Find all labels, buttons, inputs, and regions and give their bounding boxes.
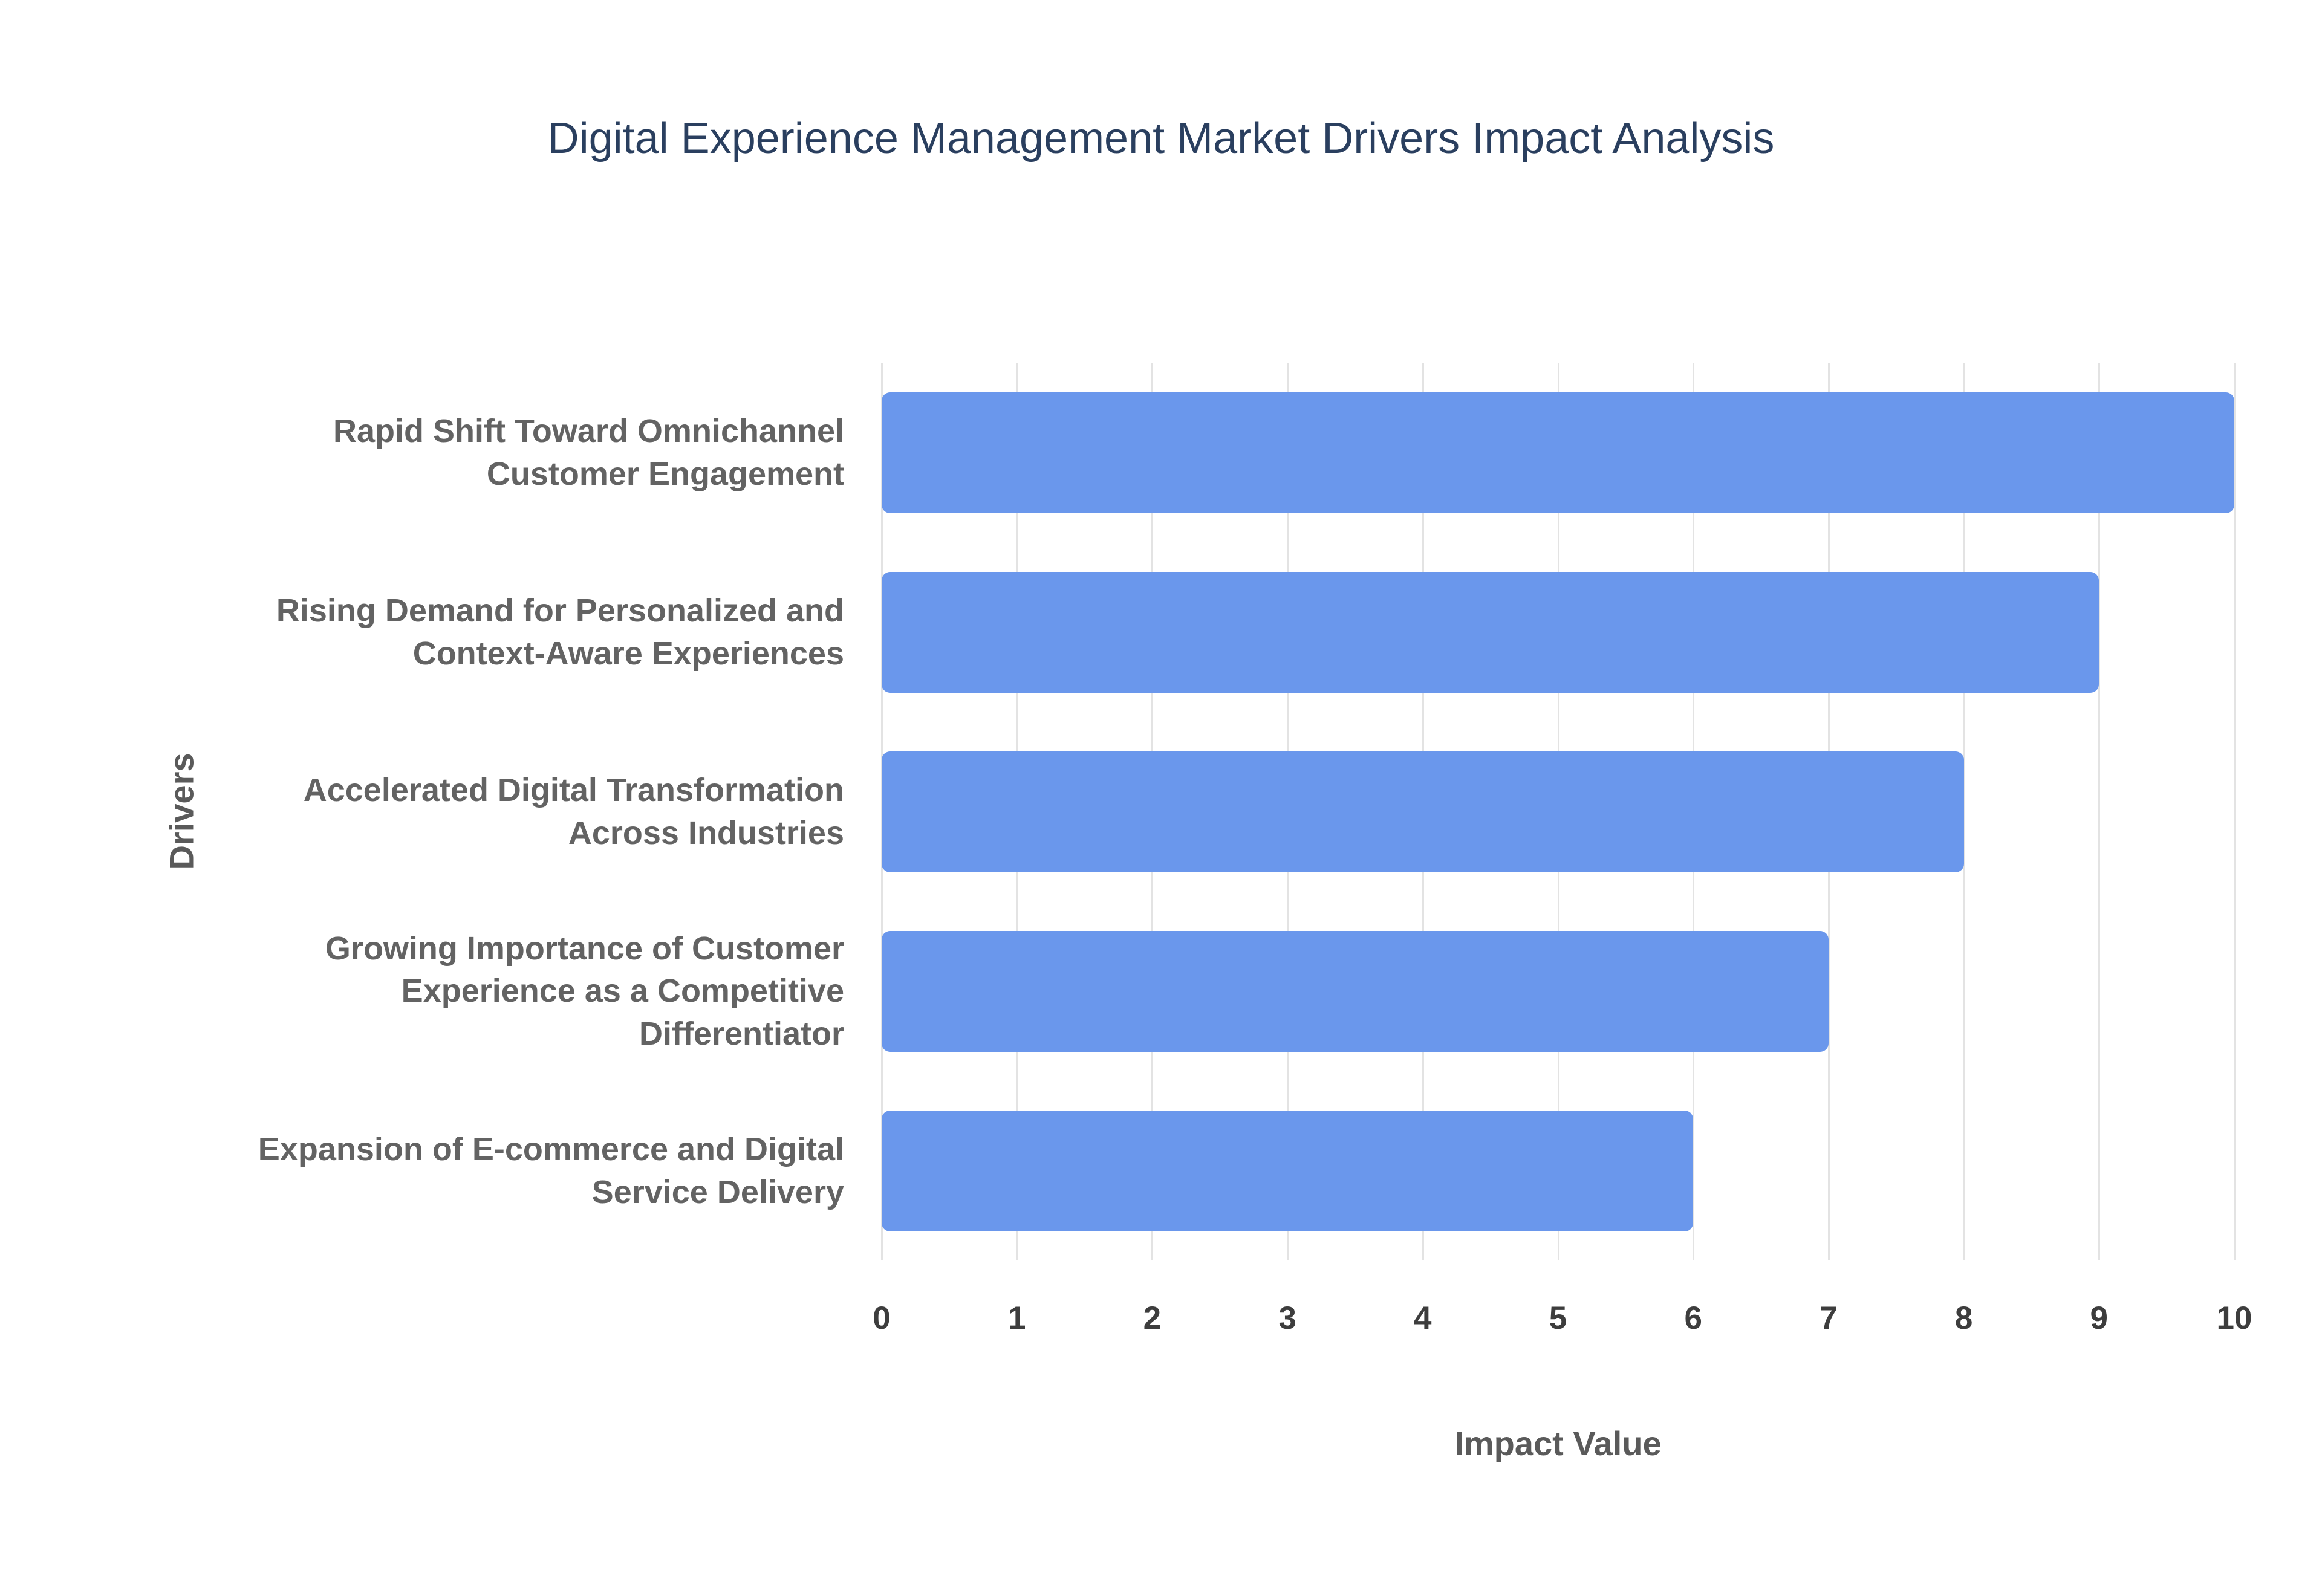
gridline [2098,363,2101,1260]
category-label-row: Accelerated Digital Transformation Acros… [0,722,865,901]
x-tick-label: 8 [1954,1300,1973,1336]
bar-5 [882,1110,1694,1231]
category-label-row: Rising Demand for Personalized and Conte… [0,542,865,722]
bar-row [882,901,2234,1081]
category-label: Rising Demand for Personalized and Conte… [276,592,844,672]
gridline [2234,363,2236,1260]
x-axis-ticks: 0 1 2 3 4 5 6 7 8 9 10 [873,1300,2252,1348]
bar-4 [882,930,1829,1052]
x-tick-label: 3 [1278,1300,1296,1336]
bar-row [882,542,2234,722]
x-tick-label: 2 [1143,1300,1162,1336]
plot-area [881,363,2236,1260]
category-label-row: Expansion of E-commerce and Digital Serv… [0,1081,865,1260]
x-tick-label: 10 [2216,1300,2252,1336]
x-axis-title: Impact Value [1454,1424,1662,1462]
category-labels: Rapid Shift Toward Omnichannel Customer … [0,363,865,1260]
x-tick-label: 0 [873,1300,891,1336]
x-tick-label: 9 [2090,1300,2109,1336]
x-tick-label: 7 [1820,1300,1838,1336]
x-tick-label: 4 [1414,1300,1432,1336]
category-label-row: Rapid Shift Toward Omnichannel Customer … [0,363,865,542]
bar-row [882,1081,2234,1260]
bar-3 [882,751,1964,872]
x-tick-label: 5 [1549,1300,1567,1336]
x-tick-label: 6 [1684,1300,1702,1336]
chart-title: Digital Experience Management Market Dri… [547,114,1775,163]
bar-2 [882,571,2099,693]
gridline [1963,363,1965,1260]
category-label: Growing Importance of Customer Experienc… [325,930,844,1052]
category-label-row: Growing Importance of Customer Experienc… [0,901,865,1081]
bar-1 [882,392,2234,513]
category-label: Expansion of E-commerce and Digital Serv… [258,1131,844,1210]
category-label: Rapid Shift Toward Omnichannel Customer … [333,413,844,492]
x-tick-label: 1 [1007,1300,1026,1336]
bar-row [882,363,2234,542]
category-label: Accelerated Digital Transformation Acros… [303,772,844,851]
bar-row [882,722,2234,901]
